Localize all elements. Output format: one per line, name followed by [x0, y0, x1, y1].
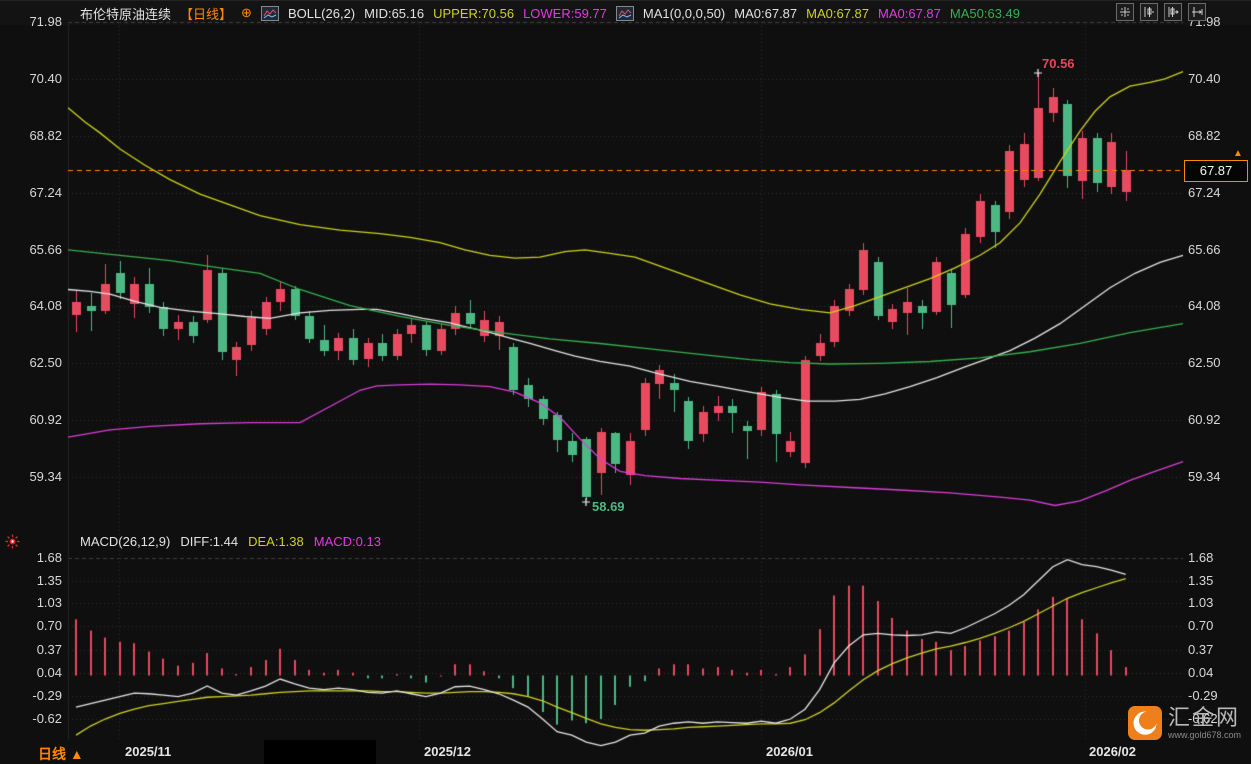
crosshair-tool-icon[interactable]	[1116, 3, 1134, 21]
ma0-magenta-label: MA0:67.87	[878, 5, 941, 21]
macd-diff-label: DIFF:1.44	[180, 534, 239, 549]
period-selector-label: 日线	[38, 746, 66, 762]
period-tag: 【日线】	[180, 6, 233, 22]
ma-indicator-icon[interactable]	[615, 5, 634, 21]
watermark-site-name: 汇金网	[1168, 705, 1241, 730]
low-price-annotation: 58.69	[592, 499, 625, 514]
date-label: 2026/01	[766, 744, 813, 759]
ma50-label: MA50:63.49	[949, 5, 1020, 21]
watermark-url: www.gold678.com	[1168, 730, 1242, 740]
scale-right-tool-icon[interactable]	[1164, 3, 1182, 21]
boll-indicator-icon[interactable]	[260, 5, 279, 21]
redaction-box	[264, 740, 376, 764]
price-arrow-icon: ▲	[1233, 148, 1243, 159]
pan-right-tool-icon[interactable]	[1188, 3, 1206, 21]
macd-value-label: MACD:0.13	[313, 534, 381, 549]
period-selector[interactable]: 日线 ▲	[38, 744, 84, 764]
macd-dea-label: DEA:1.38	[248, 534, 304, 549]
boll-mid-label: MID:65.16	[364, 5, 425, 21]
indicator-bar: 布伦特原油连续 【日线】 ⊕ BOLL(26,2) MID:65.16 UPPE…	[80, 4, 1020, 22]
boll-name-label: BOLL(26,2)	[287, 5, 356, 21]
last-price-marker: 67.87	[1184, 160, 1248, 182]
date-label: 2025/11	[125, 744, 172, 759]
chart-toolbar	[1116, 3, 1206, 21]
date-label: 2025/12	[424, 744, 471, 759]
high-price-annotation: 70.56	[1042, 56, 1075, 71]
ma-name-label: MA1(0,0,0,50)	[642, 5, 726, 21]
site-watermark[interactable]: 汇金网 www.gold678.com	[1128, 706, 1241, 741]
add-indicator-icon[interactable]: ⊕	[241, 5, 252, 20]
scale-left-tool-icon[interactable]	[1140, 3, 1158, 21]
boll-upper-label: UPPER:70.56	[433, 5, 515, 21]
date-label: 2026/02	[1089, 744, 1136, 759]
macd-name-label: MACD(26,12,9)	[80, 534, 171, 549]
live-alert-icon[interactable]	[5, 534, 20, 554]
period-up-arrow-icon: ▲	[69, 746, 84, 762]
boll-lower-label: LOWER:59.77	[523, 5, 607, 21]
ma0-white-label: MA0:67.87	[734, 5, 798, 21]
instrument-title: 布伦特原油连续	[80, 6, 172, 22]
macd-header: MACD(26,12,9) DIFF:1.44 DEA:1.38 MACD:0.…	[80, 534, 381, 549]
ma0-yellow-label: MA0:67.87	[806, 5, 870, 21]
huijin-logo-icon	[1128, 706, 1162, 740]
